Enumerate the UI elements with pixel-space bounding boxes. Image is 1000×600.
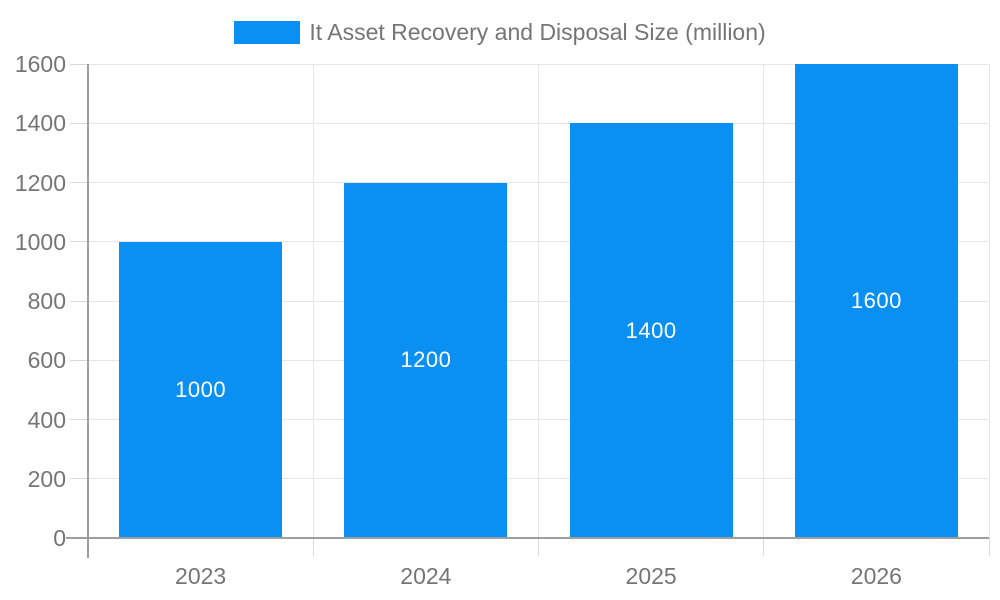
bar-value-label: 1400 (625, 317, 677, 343)
x-axis-tick (763, 538, 765, 556)
y-axis-label: 1000 (14, 228, 66, 255)
y-axis-tick (70, 63, 88, 65)
bar-2025[interactable]: 1400 (569, 123, 733, 538)
x-gridline (312, 64, 314, 538)
x-axis-label-2025: 2025 (625, 563, 677, 589)
x-axis-label-2023: 2023 (175, 563, 227, 589)
y-axis-label: 0 (53, 525, 66, 551)
x-axis-label-2026: 2026 (850, 563, 902, 589)
y-axis-tick (70, 241, 88, 243)
legend[interactable]: It Asset Recovery and Disposal Size (mil… (0, 20, 1000, 45)
legend-swatch (234, 21, 301, 44)
y-axis-tick (70, 122, 88, 124)
x-axis-tick (988, 538, 990, 556)
y-axis-tick (70, 182, 88, 183)
y-axis-tick (70, 419, 88, 420)
y-axis-label: 800 (27, 288, 66, 314)
y-axis-label: 1200 (14, 169, 66, 196)
bar-2026[interactable]: 1600 (794, 64, 958, 538)
y-axis-line (87, 64, 89, 558)
x-gridline (763, 64, 765, 538)
x-axis-tick (538, 538, 539, 556)
y-axis-label: 600 (27, 347, 66, 374)
plot-area: 1000 1200 1400 1600 (88, 63, 990, 538)
legend-label: It Asset Recovery and Disposal Size (mil… (309, 19, 766, 45)
y-axis-tick (70, 359, 88, 361)
bar-value-label: 1600 (850, 288, 902, 313)
y-axis-label: 200 (27, 465, 66, 492)
y-axis-label: 1400 (14, 110, 66, 137)
bar-value-label: 1000 (175, 376, 227, 402)
x-axis-label-2024: 2024 (400, 563, 452, 589)
x-axis-tick (312, 538, 314, 556)
y-axis-label: 1600 (14, 51, 66, 77)
y-axis-tick (70, 478, 88, 480)
bar-2023[interactable]: 1000 (119, 241, 283, 538)
bar-2024[interactable]: 1200 (344, 182, 508, 538)
x-gridline (988, 64, 990, 538)
bar-value-label: 1200 (400, 347, 452, 373)
y-axis-tick (70, 300, 88, 302)
x-gridline (538, 64, 539, 538)
x-axis-line (66, 537, 989, 539)
y-axis-label: 400 (27, 406, 66, 433)
